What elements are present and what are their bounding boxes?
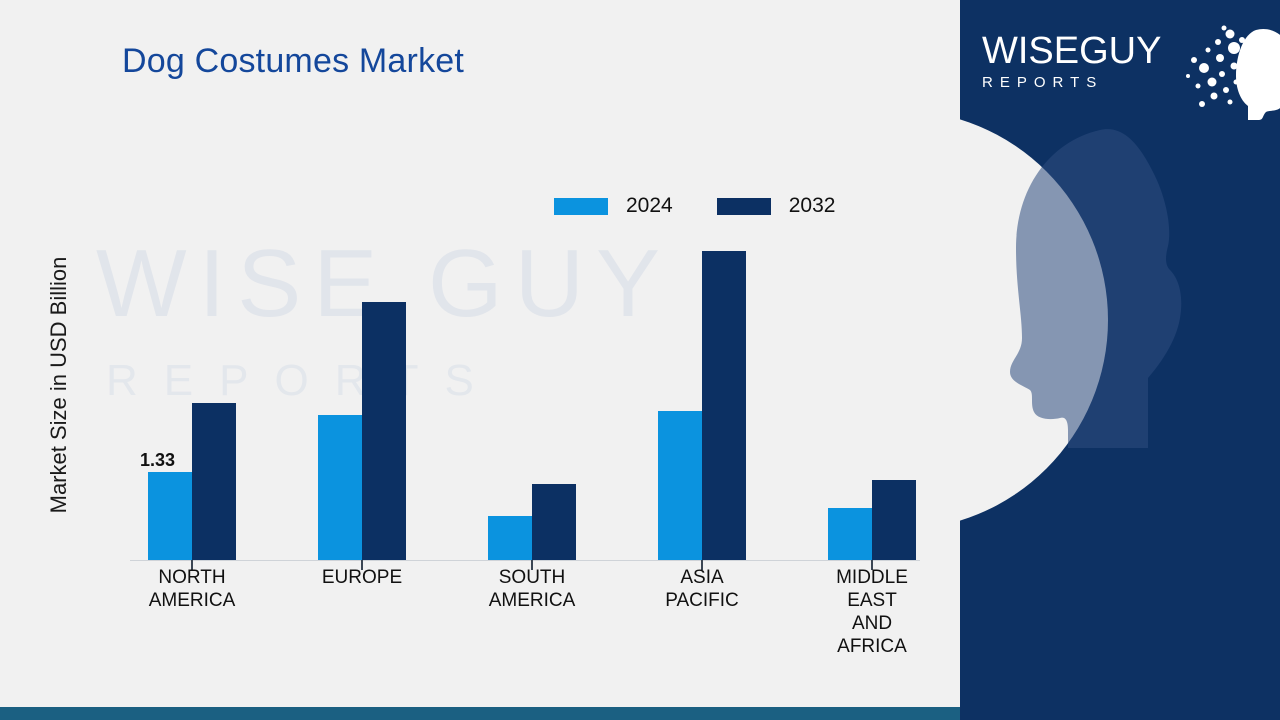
bar-2024-2 (488, 516, 532, 560)
x-axis-tick-0 (191, 560, 193, 570)
bar-2024-1 (318, 415, 362, 560)
x-axis-category-label-4: MIDDLE EAST AND AFRICA (836, 567, 908, 657)
bar-2032-3 (702, 251, 746, 560)
x-axis-category-label-1: EUROPE (321, 567, 403, 588)
bar-2024-3 (658, 411, 702, 560)
legend-item-2032[interactable]: 2032 (716, 194, 880, 218)
x-axis-category-label-2: SOUTH AMERICA (488, 567, 576, 611)
legend-item-2024[interactable]: 2024 (554, 194, 717, 218)
x-axis-tick-4 (871, 560, 873, 570)
x-axis-tick-3 (701, 560, 703, 570)
y-axis-label: Market Size in USD Billion (46, 256, 71, 514)
legend-swatch-2032 (716, 197, 771, 215)
legend-label-2032: 2032 (788, 194, 836, 217)
legend-label-2024: 2024 (626, 194, 673, 217)
x-axis-category-label-3: ASIA PACIFIC (665, 567, 739, 611)
logo-word-part2: GUY (1079, 30, 1162, 72)
chart-title: Dog Costumes Market (122, 42, 465, 80)
bar-2024-4 (828, 508, 872, 560)
bar-2024-0 (148, 472, 192, 560)
x-axis-tick-1 (361, 560, 363, 570)
bar-value-label-0: 1.33 (140, 450, 176, 470)
brand-panel: WISEGUY REPORTS (960, 0, 1280, 720)
bar-2032-0 (192, 403, 236, 560)
legend-swatch-2024 (554, 197, 608, 215)
head-profile-dots-icon (1186, 25, 1280, 120)
logo-word-part1: WISE (982, 30, 1080, 72)
logo-subtitle: REPORTS (982, 74, 1104, 91)
head-profile-silhouette-icon (1010, 129, 1182, 448)
bar-2032-1 (362, 302, 406, 560)
bottom-accent-strip (0, 707, 960, 720)
x-axis-baseline (130, 560, 920, 561)
logo-wordmark: WISEGUY (982, 30, 1262, 72)
bar-2032-4 (872, 480, 916, 560)
x-axis-tick-2 (531, 560, 533, 570)
bar-2032-2 (532, 484, 576, 560)
x-axis-category-label-0: NORTH AMERICA (148, 567, 236, 611)
brand-logo: WISEGUY REPORTS (982, 25, 1280, 120)
plot-area: Market Size in USD Billion NORTH AMERICA E… (46, 251, 920, 657)
chart-legend: 2024 2032 (554, 194, 879, 218)
